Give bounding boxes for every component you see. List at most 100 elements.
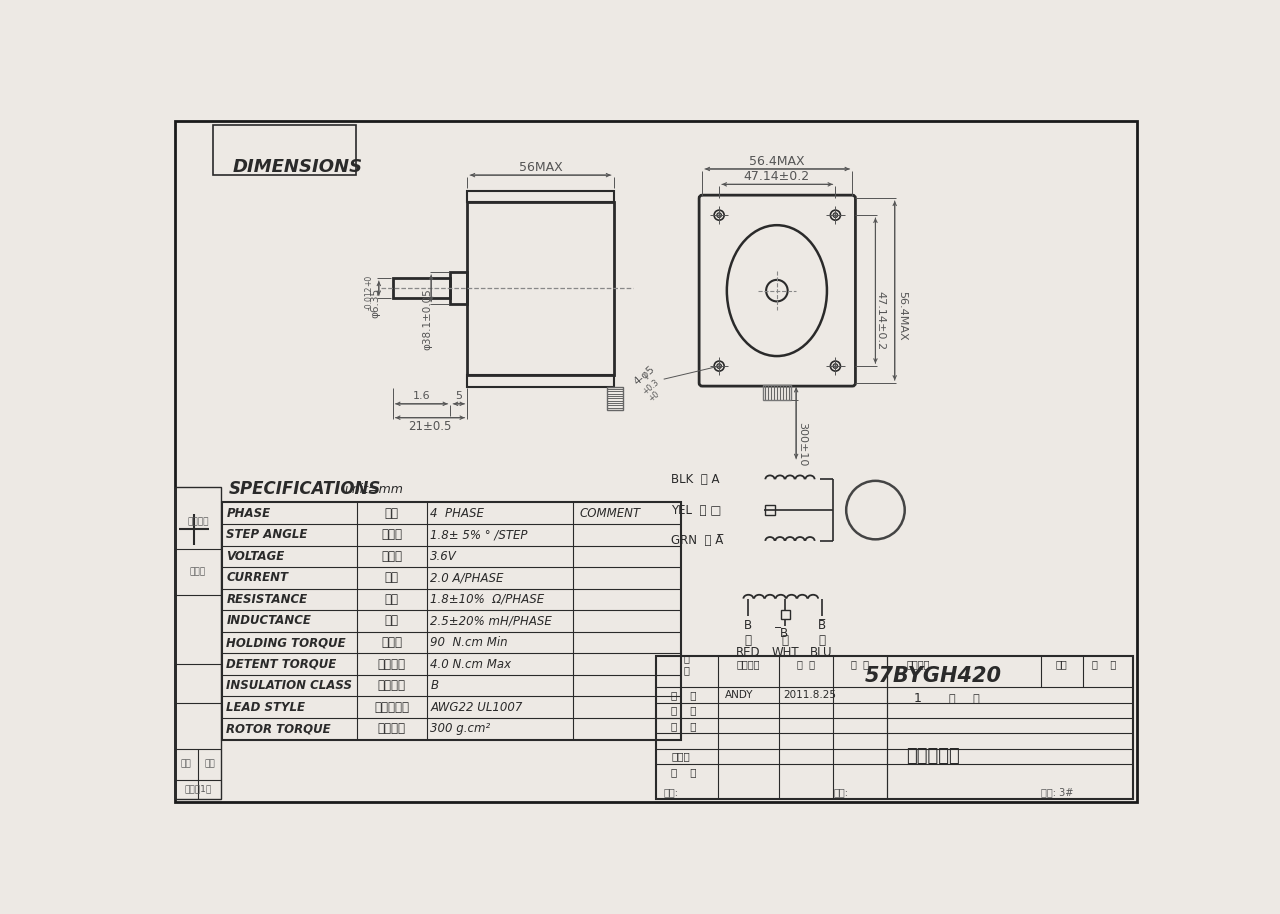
Text: B: B bbox=[745, 619, 753, 632]
Text: ANDY: ANDY bbox=[726, 690, 754, 700]
Text: -0.012: -0.012 bbox=[365, 285, 374, 310]
Text: 电阶: 电阶 bbox=[385, 593, 399, 606]
Text: HOLDING TORQUE: HOLDING TORQUE bbox=[227, 636, 346, 649]
Text: DIMENSIONS: DIMENSIONS bbox=[233, 158, 362, 176]
Bar bbox=[608, 387, 623, 410]
Text: 制图:: 制图: bbox=[664, 788, 678, 798]
Text: YEL  黄 □: YEL 黄 □ bbox=[672, 504, 722, 516]
Text: 重量: 重量 bbox=[1056, 659, 1068, 669]
Text: 56.4MAX: 56.4MAX bbox=[749, 154, 805, 168]
Bar bbox=[467, 190, 613, 202]
Text: 57BYGH420: 57BYGH420 bbox=[865, 665, 1002, 686]
Bar bbox=[765, 505, 774, 515]
Text: 红: 红 bbox=[745, 634, 751, 647]
Text: RESISTANCE: RESISTANCE bbox=[227, 593, 307, 606]
Text: 引出线规格: 引出线规格 bbox=[374, 701, 410, 714]
Text: 审    核: 审 核 bbox=[672, 706, 696, 716]
Text: 2011.8.25: 2011.8.25 bbox=[783, 690, 836, 700]
Text: 设    计: 设 计 bbox=[672, 690, 696, 700]
Bar bbox=[781, 611, 790, 620]
Text: INDUCTANCE: INDUCTANCE bbox=[227, 614, 311, 627]
Text: 蓝: 蓝 bbox=[818, 634, 826, 647]
Text: 等级标记: 等级标记 bbox=[906, 659, 929, 669]
Text: 共     张: 共 张 bbox=[948, 694, 979, 704]
Text: 21±0.5: 21±0.5 bbox=[408, 420, 452, 433]
Text: 56MAX: 56MAX bbox=[518, 161, 562, 174]
Text: ROTOR TORQUE: ROTOR TORQUE bbox=[227, 722, 332, 735]
Bar bbox=[467, 376, 613, 387]
Text: 签名: 签名 bbox=[204, 760, 215, 769]
Text: BLU: BLU bbox=[810, 646, 833, 659]
Text: 转动惯量: 转动惯量 bbox=[378, 722, 406, 735]
Text: 标
记: 标 记 bbox=[684, 654, 690, 675]
Text: WHT: WHT bbox=[772, 646, 799, 659]
Text: 1.8±10%  Ω/PHASE: 1.8±10% Ω/PHASE bbox=[430, 593, 544, 606]
Text: 4  PHASE: 4 PHASE bbox=[430, 506, 484, 520]
Text: φ38.1±0.05: φ38.1±0.05 bbox=[422, 288, 433, 350]
Text: CURRENT: CURRENT bbox=[227, 571, 288, 584]
Text: 绣缘等级: 绣缘等级 bbox=[378, 679, 406, 692]
Text: SPECIFICATIONS: SPECIFICATIONS bbox=[229, 480, 381, 498]
Text: 静转矩: 静转矩 bbox=[381, 636, 402, 649]
Text: RED: RED bbox=[736, 646, 760, 659]
Text: BLK  黑 A: BLK 黑 A bbox=[672, 473, 719, 485]
Text: 签  名: 签 名 bbox=[797, 659, 815, 669]
Text: 47.14±0.2: 47.14±0.2 bbox=[876, 291, 884, 350]
Circle shape bbox=[833, 213, 837, 218]
Text: 日期: 日期 bbox=[180, 760, 192, 769]
Text: 比    例: 比 例 bbox=[1092, 659, 1116, 669]
Text: 2.5±20% mH/PHASE: 2.5±20% mH/PHASE bbox=[430, 614, 552, 627]
Text: 日  期: 日 期 bbox=[851, 659, 869, 669]
Text: +0.3: +0.3 bbox=[640, 377, 660, 397]
Text: B: B bbox=[430, 679, 438, 692]
Text: 90  N.cm Min: 90 N.cm Min bbox=[430, 636, 508, 649]
Text: PHASE: PHASE bbox=[227, 506, 270, 520]
Bar bbox=[393, 278, 451, 298]
Text: 4.0 N.cm Max: 4.0 N.cm Max bbox=[430, 657, 512, 671]
Circle shape bbox=[833, 364, 837, 368]
Text: AWG22 UL1007: AWG22 UL1007 bbox=[430, 701, 522, 714]
Text: 相数: 相数 bbox=[385, 506, 399, 520]
Bar bbox=[451, 272, 467, 304]
Text: +0: +0 bbox=[646, 389, 660, 403]
Circle shape bbox=[717, 213, 722, 218]
Text: 300 g.cm²: 300 g.cm² bbox=[430, 722, 490, 735]
Bar bbox=[467, 202, 613, 376]
Text: 底图号: 底图号 bbox=[189, 568, 206, 576]
Text: 静电压: 静电压 bbox=[381, 550, 402, 563]
Text: 1.8± 5% ° /STEP: 1.8± 5% ° /STEP bbox=[430, 528, 527, 541]
Text: +0: +0 bbox=[365, 275, 374, 286]
Text: 幅面: 3#: 幅面: 3# bbox=[1041, 788, 1074, 798]
Text: 工    艺: 工 艺 bbox=[672, 720, 696, 730]
Text: DETENT TORQUE: DETENT TORQUE bbox=[227, 657, 337, 671]
Text: φ6.35: φ6.35 bbox=[370, 288, 380, 318]
Text: 白: 白 bbox=[782, 634, 788, 647]
Text: STEP ANGLE: STEP ANGLE bbox=[227, 528, 307, 541]
Text: 更改单号: 更改单号 bbox=[737, 659, 760, 669]
Text: 标准化: 标准化 bbox=[672, 751, 690, 761]
Text: unit=mm: unit=mm bbox=[344, 483, 403, 495]
Text: 4-φ5: 4-φ5 bbox=[632, 364, 657, 387]
Text: 格式（1）: 格式（1） bbox=[184, 784, 211, 793]
Bar bbox=[657, 656, 1133, 799]
Bar bbox=[175, 487, 221, 799]
Text: 批    准: 批 准 bbox=[672, 767, 696, 777]
Text: 电流: 电流 bbox=[385, 571, 399, 584]
Text: 描图:: 描图: bbox=[833, 788, 849, 798]
Text: 2.0 A/PHASE: 2.0 A/PHASE bbox=[430, 571, 504, 584]
Text: 56.4MAX: 56.4MAX bbox=[897, 291, 908, 340]
Text: VOLTAGE: VOLTAGE bbox=[227, 550, 284, 563]
Text: B̅: B̅ bbox=[818, 619, 826, 632]
Bar bbox=[214, 125, 356, 175]
Text: COMMENT: COMMENT bbox=[579, 506, 640, 520]
Text: 定位转矩: 定位转矩 bbox=[378, 657, 406, 671]
Text: LEAD STYLE: LEAD STYLE bbox=[227, 701, 306, 714]
Text: GRN  绿 A̅: GRN 绿 A̅ bbox=[672, 535, 723, 547]
Text: 5: 5 bbox=[456, 391, 462, 401]
Text: 3.6V: 3.6V bbox=[430, 550, 457, 563]
Text: 300±10: 300±10 bbox=[797, 421, 808, 466]
Circle shape bbox=[717, 364, 722, 368]
Text: INSULATION CLASS: INSULATION CLASS bbox=[227, 679, 352, 692]
Text: 旧底图号: 旧底图号 bbox=[187, 517, 209, 526]
Text: 1: 1 bbox=[914, 692, 922, 706]
